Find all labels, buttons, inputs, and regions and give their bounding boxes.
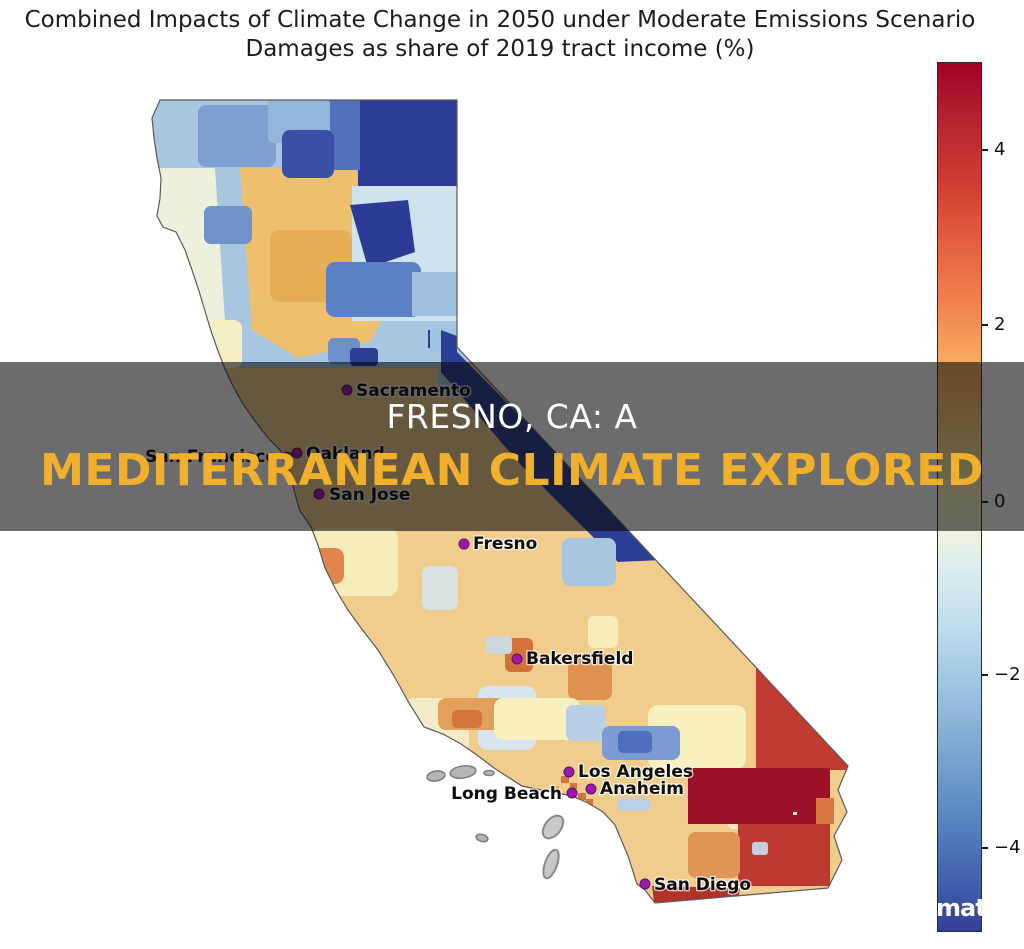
city-label-los-angeles: Los Angeles xyxy=(578,762,693,782)
tick-label: 2 xyxy=(994,314,1006,335)
region-darkorange-speck xyxy=(452,710,482,728)
city-label-fresno: Fresno xyxy=(473,534,537,554)
chart-title-line2: Damages as share of 2019 tract income (%… xyxy=(245,36,755,63)
tick-mark xyxy=(982,324,988,326)
region-paleyellow-2 xyxy=(588,616,618,648)
region-coast-paleyellow xyxy=(152,320,242,368)
island-catalina xyxy=(541,814,565,840)
island-3 xyxy=(483,769,495,777)
region-bluegray-speck xyxy=(752,842,768,855)
city-marker-fresno xyxy=(458,538,470,550)
city-marker-los-angeles xyxy=(563,766,575,778)
region-white-speck xyxy=(793,812,797,815)
city-marker-anaheim xyxy=(585,783,597,795)
region-paleblue-oc xyxy=(618,798,650,811)
region-mid-steelblue xyxy=(204,206,252,244)
region-lower-medblue xyxy=(326,262,421,317)
city-label-san-diego: San Diego xyxy=(654,875,751,895)
region-red-east-sandiego xyxy=(738,824,830,886)
region-paleyellow-la-north xyxy=(494,698,580,740)
region-north-steelblue-1 xyxy=(198,105,276,167)
california-outline xyxy=(151,99,849,904)
region-orange-river-strip xyxy=(816,798,834,824)
banner-line1: FRESNO, CA: A xyxy=(386,397,638,436)
tick-mark xyxy=(982,149,988,151)
region-darkorange-coast xyxy=(308,548,344,584)
region-la-speck-1 xyxy=(561,776,569,783)
region-la-speck-5 xyxy=(552,786,559,792)
chart-title-line1: Combined Impacts of Climate Change in 20… xyxy=(24,7,976,33)
chart-title: Combined Impacts of Climate Change in 20… xyxy=(0,6,1000,65)
region-orange-kern xyxy=(568,654,612,700)
region-steel-east-fresno xyxy=(562,538,616,586)
headline-banner: FRESNO, CA: A MEDITERRANEAN CLIMATE EXPL… xyxy=(0,362,1024,531)
region-north-navy-patch xyxy=(282,130,334,178)
city-label-long-beach: Long Beach xyxy=(451,784,562,804)
tick-mark xyxy=(982,847,988,849)
region-la-speck-3 xyxy=(578,793,586,800)
region-paleblue-angeles xyxy=(566,705,606,741)
region-navy-speck xyxy=(350,348,378,366)
region-lower-steel xyxy=(412,272,458,316)
island-2 xyxy=(449,765,477,779)
region-east-navy-blob xyxy=(350,200,415,268)
island-san-clemente xyxy=(542,848,560,880)
region-blue-cluster-dark xyxy=(618,731,652,753)
tick-mark xyxy=(982,674,988,676)
channel-islands xyxy=(426,765,565,880)
region-la-speck-2 xyxy=(570,783,577,789)
region-orange-sandiego-east xyxy=(688,832,740,878)
city-marker-bakersfield xyxy=(511,653,523,665)
region-bluegray-2 xyxy=(486,636,512,654)
tick-label: −4 xyxy=(994,837,1021,858)
banner-line2: MEDITERRANEAN CLIMATE EXPLORED xyxy=(40,445,984,496)
region-bluegray-1 xyxy=(422,566,458,610)
watermark-text: mat xyxy=(936,894,987,922)
region-la-speck-4 xyxy=(586,799,593,805)
island-4 xyxy=(475,833,489,843)
island-1 xyxy=(426,770,446,782)
city-label-bakersfield: Bakersfield xyxy=(526,649,633,669)
city-marker-san-diego xyxy=(639,878,651,890)
region-northeast-navy xyxy=(358,100,458,186)
tick-label: −2 xyxy=(994,664,1021,685)
region-crimson-imperial xyxy=(688,768,830,824)
city-label-anaheim: Anaheim xyxy=(600,779,684,799)
tick-label: 4 xyxy=(994,139,1006,160)
city-marker-long-beach xyxy=(566,787,578,799)
